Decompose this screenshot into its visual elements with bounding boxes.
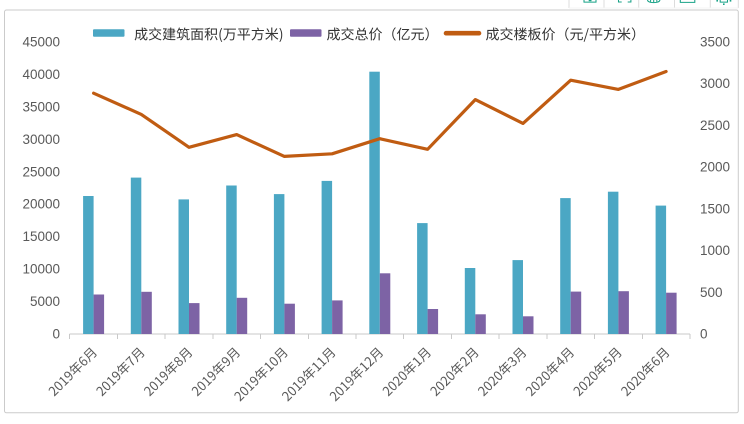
svg-text:30000: 30000 <box>22 132 60 147</box>
svg-text:25000: 25000 <box>22 164 60 179</box>
svg-text:1000: 1000 <box>700 243 730 258</box>
svg-text:20000: 20000 <box>22 197 60 212</box>
svg-text:35000: 35000 <box>22 99 60 114</box>
svg-text:2500: 2500 <box>700 118 730 133</box>
svg-text:2000: 2000 <box>700 160 730 175</box>
svg-text:3000: 3000 <box>700 76 730 91</box>
svg-text:0: 0 <box>700 327 708 342</box>
svg-text:500: 500 <box>700 285 723 300</box>
svg-text:40000: 40000 <box>22 67 60 82</box>
svg-text:10000: 10000 <box>22 262 60 277</box>
svg-text:3500: 3500 <box>700 34 730 49</box>
svg-text:5000: 5000 <box>30 294 60 309</box>
svg-text:45000: 45000 <box>22 34 60 49</box>
svg-text:1500: 1500 <box>700 201 730 216</box>
svg-text:0: 0 <box>52 327 60 342</box>
svg-text:15000: 15000 <box>22 229 60 244</box>
